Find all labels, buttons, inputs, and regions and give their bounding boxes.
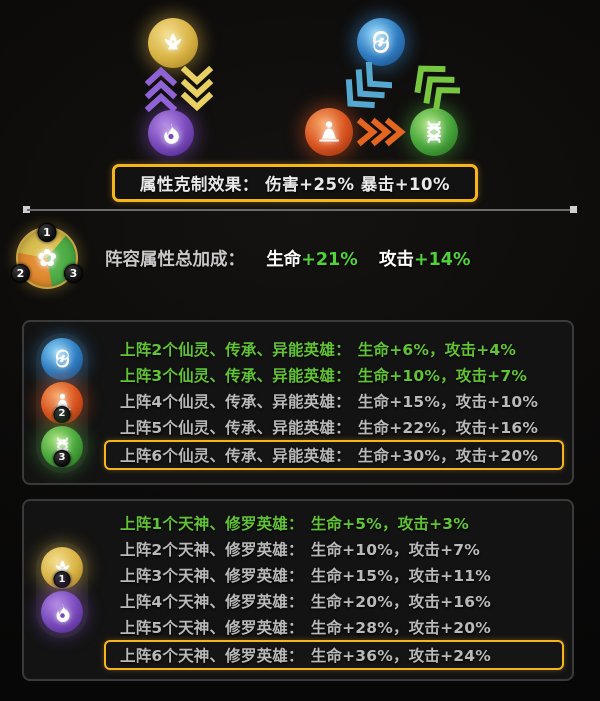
divider-cap-right <box>570 206 577 213</box>
synergy-row[interactable]: 上阵5个仙灵、传承、异能英雄： 生命+22%，攻击+16% <box>104 414 564 440</box>
swirl-icon <box>373 31 389 53</box>
divider-bar <box>27 209 573 211</box>
synergy-bonus: 生命+15%，攻击+10% <box>357 392 539 411</box>
synergy-condition: 上阵5个天神、修罗英雄： <box>120 619 304 637</box>
synergy-condition: 上阵6个天神、修罗英雄： <box>120 647 304 665</box>
synergy-condition: 上阵5个仙灵、传承、异能英雄： <box>120 418 351 437</box>
counter-effect-text: 属性克制效果： 伤害+25% 暴击+10% <box>139 175 451 194</box>
faction-badge-3: 3 <box>64 264 83 283</box>
synergy-row[interactable]: 上阵1个天神、修罗英雄： 生命+5%，攻击+3% <box>104 510 564 536</box>
meditation-figure-icon <box>319 121 339 142</box>
dark-flame-icon <box>164 123 179 144</box>
lotus-icon <box>164 33 182 50</box>
faction-badge-1: 1 <box>37 223 57 242</box>
gold-down-chevrons <box>180 66 214 112</box>
synergy-condition: 上阵4个天神、修罗英雄： <box>120 593 304 611</box>
wood-element-orb[interactable] <box>410 108 458 156</box>
faction-badge-2: 2 <box>11 264 30 283</box>
synergy-bonus: 生命+22%，攻击+16% <box>357 418 539 437</box>
synergy-row[interactable]: 上阵3个仙灵、传承、异能英雄： 生命+10%，攻击+7% <box>104 362 564 388</box>
total-bonus-hp-stat: 生命 <box>266 249 302 270</box>
synergy-bonus: 生命+30%，攻击+20% <box>357 446 539 465</box>
dna-helix-icon <box>426 120 442 144</box>
dark-flame-icon <box>56 603 69 622</box>
water-element-mini-orb[interactable] <box>41 337 83 380</box>
light-element-orb[interactable] <box>148 18 198 68</box>
synergy-row-highlighted[interactable]: 上阵6个仙灵、传承、异能英雄： 生命+30%，攻击+20% <box>104 439 564 470</box>
wood-element-mini-orb[interactable]: 3 <box>41 425 83 468</box>
synergy-bonus: 生命+10%，攻击+7% <box>310 541 480 559</box>
section-divider <box>23 206 577 214</box>
panel-immortal-rows: 上阵2个仙灵、传承、异能英雄： 生命+6%，攻击+4% 上阵3个仙灵、传承、异能英… <box>104 322 564 483</box>
divider-cap-left <box>23 206 30 213</box>
blue-down-left-chevrons <box>340 62 392 114</box>
purple-up-chevrons <box>144 66 178 112</box>
panel-deity-rows: 上阵1个天神、修罗英雄： 生命+5%，攻击+3% 上阵2个天神、修罗英雄： 生命+1… <box>104 501 564 679</box>
panel-immortal-icon-stack: 2 3 <box>36 332 88 473</box>
synergy-condition: 上阵3个天神、修罗英雄： <box>120 567 304 585</box>
panel-immortal: 2 3 上阵2个仙灵、传承、异能英雄： 生命+6%，攻击+4% 上阵3个仙灵、传承… <box>22 320 574 485</box>
synergy-bonus: 生命+10%，攻击+7% <box>357 366 528 385</box>
total-bonus-text: 阵容属性总加成： 生命+21% 攻击+14% <box>105 246 471 271</box>
synergy-bonus: 生命+5%，攻击+3% <box>310 515 469 533</box>
panel-deity: 1 上阵1个天神、修罗英雄： 生命+5%，攻击+3% 上阵2个天神、修罗英雄： 生命… <box>22 499 574 681</box>
light-element-mini-orb-badge: 1 <box>53 571 71 588</box>
synergy-bonus: 生命+28%，攻击+20% <box>310 619 491 637</box>
synergy-bonus: 生命+20%，攻击+16% <box>310 593 491 611</box>
synergy-condition: 上阵3个仙灵、传承、异能英雄： <box>120 366 351 385</box>
synergy-condition: 上阵4个仙灵、传承、异能英雄： <box>120 392 351 411</box>
synergy-row[interactable]: 上阵5个天神、修罗英雄： 生命+28%，攻击+20% <box>104 614 564 640</box>
wood-element-mini-orb-badge: 3 <box>53 449 71 467</box>
water-element-orb[interactable] <box>357 18 405 66</box>
total-bonus-hp-value: +21% <box>301 249 358 270</box>
faction-composite-icon[interactable]: ✿ 1 2 3 <box>11 223 83 289</box>
element-relation-diagram <box>0 0 600 165</box>
synergy-condition: 上阵6个仙灵、传承、异能英雄： <box>120 446 351 465</box>
total-bonus-label: 阵容属性总加成： <box>105 249 245 270</box>
attribute-counter-effect-banner: 属性克制效果： 伤害+25% 暴击+10% <box>112 164 478 202</box>
synergy-row[interactable]: 上阵4个天神、修罗英雄： 生命+20%，攻击+16% <box>104 588 564 614</box>
fire-element-mini-orb-badge: 2 <box>53 405 71 423</box>
fire-element-orb[interactable] <box>305 108 353 156</box>
synergy-row[interactable]: 上阵3个天神、修罗英雄： 生命+15%，攻击+11% <box>104 562 564 588</box>
synergy-bonus: 生命+6%，攻击+4% <box>357 340 517 359</box>
orange-right-chevrons <box>356 116 412 148</box>
total-bonus-atk-value: +14% <box>413 249 471 270</box>
synergy-condition: 上阵2个仙灵、传承、异能英雄： <box>120 340 351 359</box>
green-up-left-chevrons <box>408 58 460 110</box>
panel-deity-icon-stack: 1 <box>36 542 88 638</box>
dark-element-orb[interactable] <box>148 110 194 156</box>
synergy-row[interactable]: 上阵2个仙灵、传承、异能英雄： 生命+6%，攻击+4% <box>104 336 564 362</box>
dark-element-mini-orb[interactable] <box>41 591 83 633</box>
light-element-mini-orb[interactable]: 1 <box>41 547 83 589</box>
synergy-bonus: 生命+36%，攻击+24% <box>310 647 491 665</box>
swirl-icon <box>55 349 69 368</box>
synergy-bonus: 生命+15%，攻击+11% <box>310 567 491 585</box>
lotus-icon: ✿ <box>36 244 58 272</box>
synergy-condition: 上阵2个天神、修罗英雄： <box>120 541 304 559</box>
total-bonus-row: ✿ 1 2 3 阵容属性总加成： 生命+21% 攻击+14% <box>0 222 600 294</box>
synergy-row[interactable]: 上阵4个仙灵、传承、异能英雄： 生命+15%，攻击+10% <box>104 388 564 414</box>
synergy-row-highlighted[interactable]: 上阵6个天神、修罗英雄： 生命+36%，攻击+24% <box>104 640 564 670</box>
synergy-condition: 上阵1个天神、修罗英雄： <box>120 515 304 533</box>
total-bonus-atk-stat: 攻击 <box>378 249 414 270</box>
synergy-row[interactable]: 上阵2个天神、修罗英雄： 生命+10%，攻击+7% <box>104 536 564 562</box>
fire-element-mini-orb[interactable]: 2 <box>41 381 83 424</box>
